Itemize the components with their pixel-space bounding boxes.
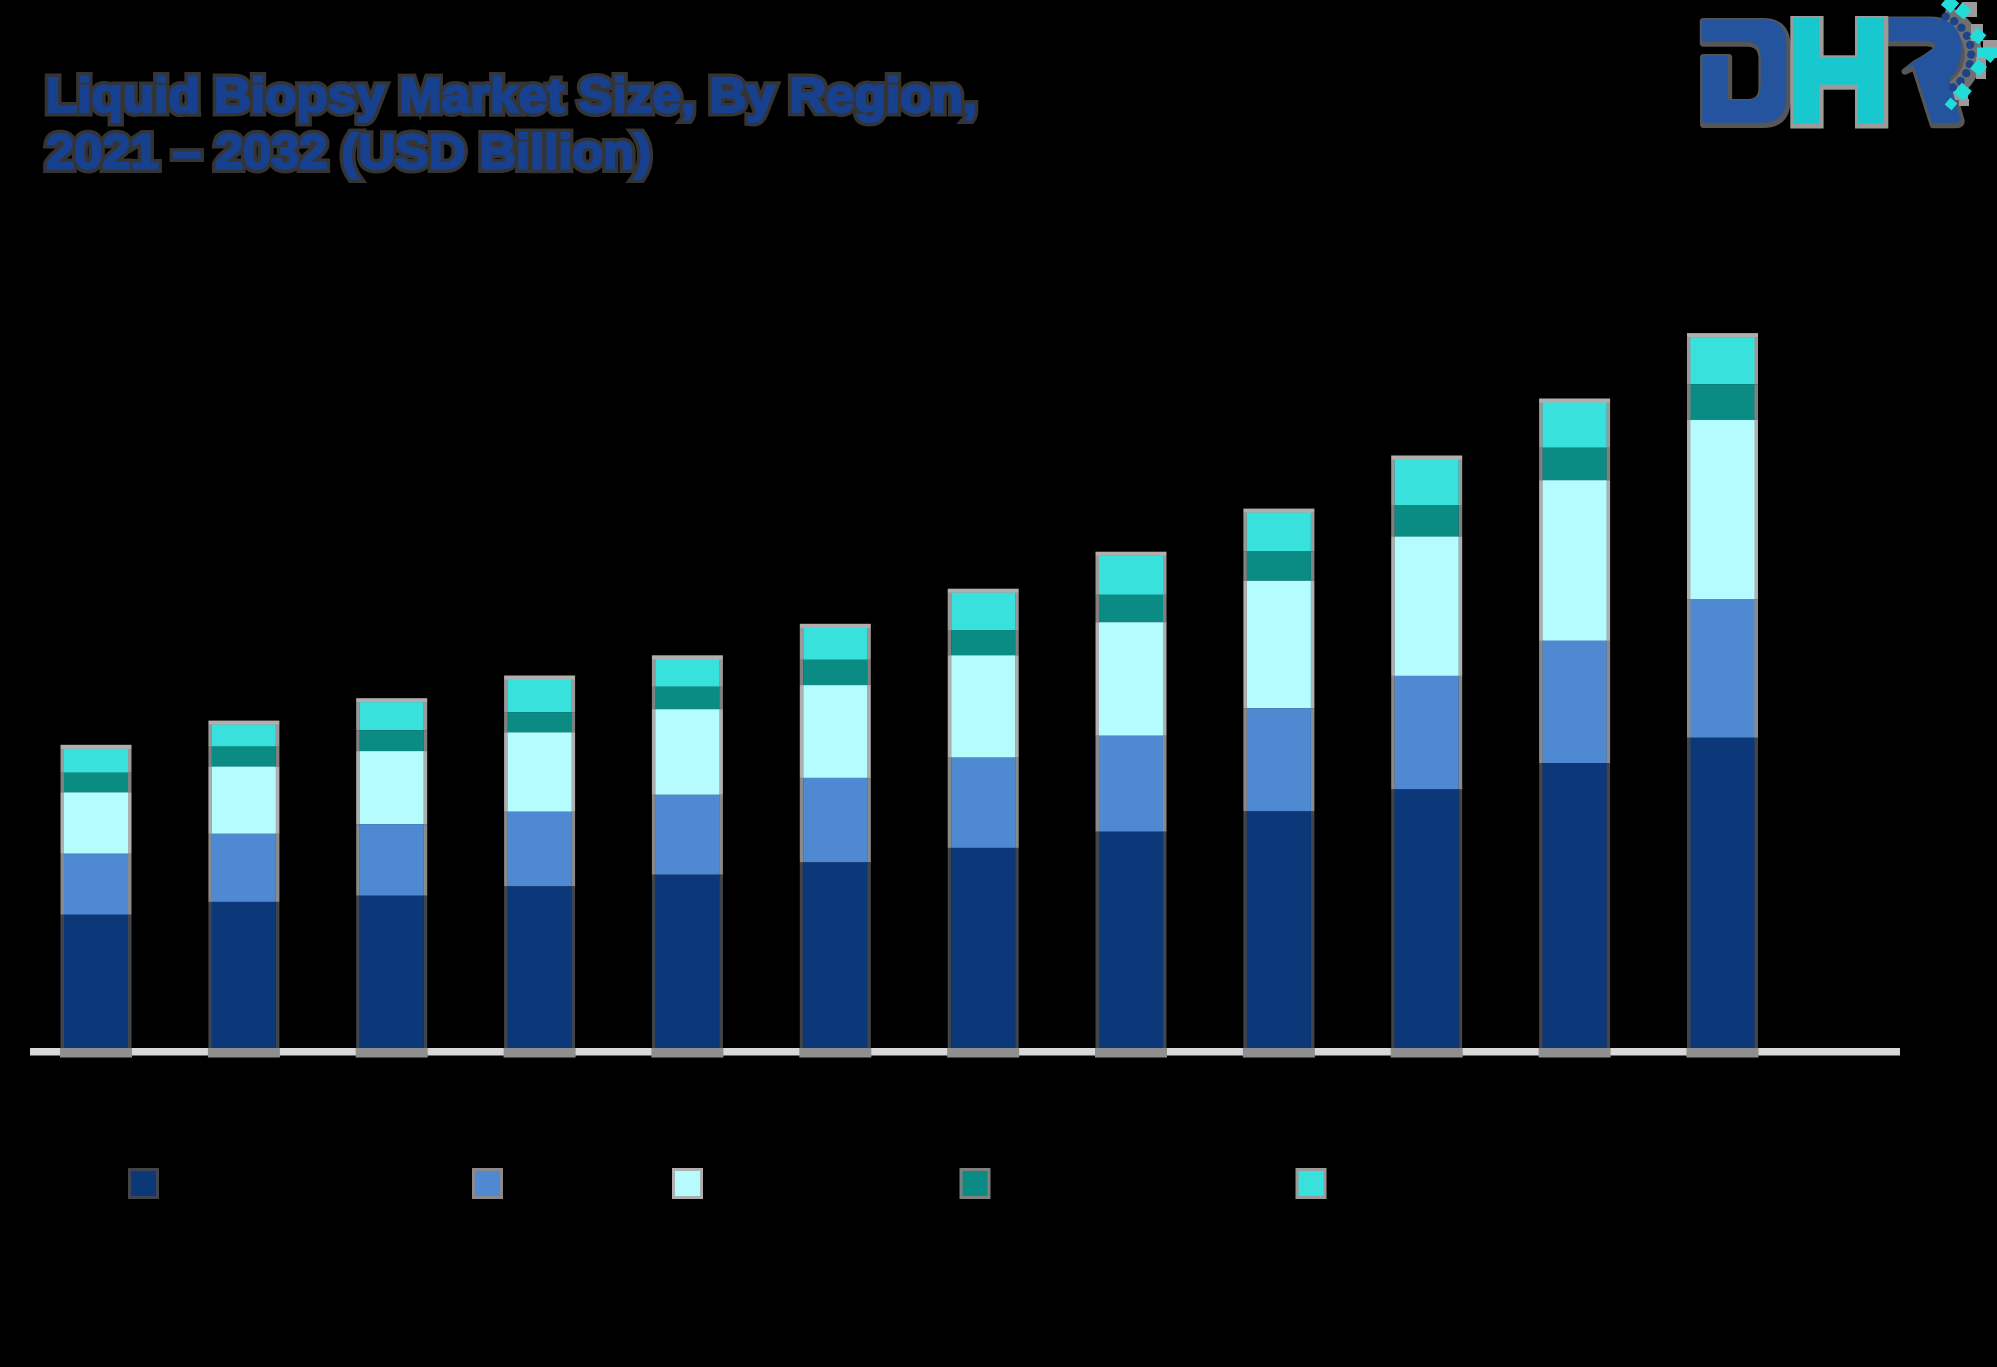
svg-text:2021 – 2032 (USD Billion): 2021 – 2032 (USD Billion) [46,126,651,180]
svg-text:Liquid Biopsy Market Size, By: Liquid Biopsy Market Size, By Region, [46,69,977,123]
svg-text:2021 – 2032 (USD Billion): 2021 – 2032 (USD Billion) [46,126,651,180]
svg-text:Liquid Biopsy Market Size, By: Liquid Biopsy Market Size, By Region, [46,69,977,123]
